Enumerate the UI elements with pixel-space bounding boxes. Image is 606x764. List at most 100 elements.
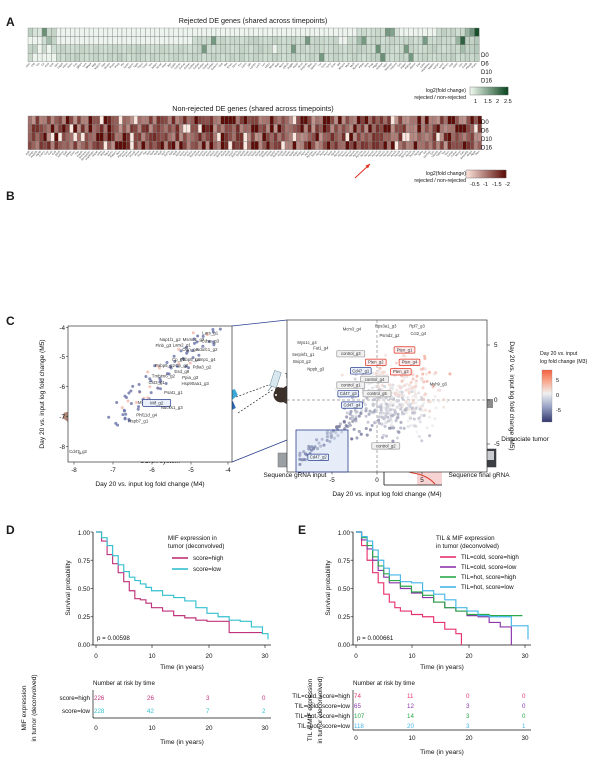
svg-text:Ctsk: Ctsk [49,62,55,68]
svg-text:Ogn_g4: Ogn_g4 [182,347,198,352]
d-legend-title-1: MIF expression in [168,535,217,542]
svg-text:Gsn: Gsn [73,62,79,68]
zoom-region-box [295,429,349,473]
svg-text:Hspa8: Hspa8 [92,150,99,158]
svg-text:Psmd2_g2: Psmd2_g2 [379,333,400,338]
d-risk-0-1: 26 [147,695,154,702]
svg-text:Rpl30: Rpl30 [243,150,250,157]
d-ytick-0: 1.00 [78,530,91,537]
d-pvalue: p = 0.00598 [97,635,130,642]
svg-text:Myh9_g3: Myh9_g3 [430,382,448,387]
svg-text:Clu: Clu [36,62,41,67]
svg-text:Tnc: Tnc [317,62,323,68]
svg-text:Myl6: Myl6 [345,62,351,68]
d-risk-1-2: 7 [206,708,210,715]
svg-text:Cd47_g1: Cd47_g1 [352,368,370,373]
svg-text:Sdc2: Sdc2 [382,62,388,69]
svg-text:Pdia3_g2: Pdia3_g2 [193,364,212,369]
e-risk-0-0: 74 [354,693,361,700]
svg-text:Dpt: Dpt [224,62,229,67]
svg-text:control_g3: control_g3 [341,351,361,356]
svg-text:Rpl31: Rpl31 [247,150,254,157]
e-risk-side-1: TIL & MIF expression [307,678,314,741]
svg-text:Rpl27: Rpl27 [228,150,235,157]
d-risk-xtick-0: 0 [94,725,98,732]
svg-text:Colec12: Colec12 [211,62,220,71]
svg-text:Tpm1: Tpm1 [321,62,328,69]
svg-text:Rps19: Rps19 [371,150,378,158]
heatmap2-row-label-d6: D6 [481,129,489,135]
sequence-grna-input-label: Sequence gRNA input [264,472,327,479]
d-ytick-1: 0.75 [78,558,91,565]
cright-ylabel: Day 20 vs. input log fold change (M5) [508,341,515,450]
e-risk-3-1: 20 [407,723,414,730]
svg-text:Fabp5_g2: Fabp5_g2 [155,363,175,368]
e-xtick-1: 10 [408,653,416,660]
svg-text:Sdha: Sdha [418,150,425,157]
svg-text:Tpt1: Tpt1 [397,62,403,68]
svg-text:Rps28: Rps28 [405,150,412,158]
svg-text:Rpl12: Rpl12 [183,150,190,157]
svg-text:Mcm3: Mcm3 [455,150,462,158]
e-xtick-2: 20 [465,653,473,660]
svg-text:control_g4: control_g4 [365,377,385,382]
heatmap-row-label-d6: D6 [481,62,489,68]
e-risk-xtick-2: 20 [465,735,473,742]
svg-text:Rpl7_g3: Rpl7_g3 [409,324,425,329]
e-risk-xtick-0: 0 [354,735,358,742]
svg-text:Eno1: Eno1 [70,150,77,157]
cright-xtick-2: 5 [420,477,424,484]
svg-text:Serpinf1_g1: Serpinf1_g1 [292,352,315,357]
svg-text:Fbln1: Fbln1 [62,62,69,69]
svg-text:Ltbp2: Ltbp2 [264,62,271,69]
svg-text:Rpl5: Rpl5 [153,150,159,156]
panel-c-letter: C [6,314,15,328]
legend-tick-1: 1 [474,99,477,105]
svg-text:Col5a2: Col5a2 [193,62,201,70]
svg-text:Rps24: Rps24 [386,150,393,158]
e-legend-label-3: TIL=hot, score=low [461,584,514,591]
e-xtick-3: 30 [521,653,529,660]
panel-a-bottom-legend: log2(fold change) rejected / non-rejecte… [414,169,510,188]
svg-text:Pten_g1: Pten_g1 [397,347,413,352]
svg-text:Rpl37: Rpl37 [270,150,277,157]
svg-text:Ppia: Ppia [364,62,370,68]
e-risk-2-2: 3 [466,713,470,720]
svg-text:Rpl4: Rpl4 [150,150,156,156]
svg-text:Lox: Lox [261,62,266,68]
svg-text:Nppb_g3: Nppb_g3 [307,366,325,371]
svg-text:Ptgds: Ptgds [372,62,379,69]
cbar-tick-5: 5 [556,378,559,384]
svg-text:Rpl29: Rpl29 [239,150,246,157]
e-ytick-1: 0.75 [338,558,351,565]
cright-xtick-1: 0 [375,477,379,484]
svg-text:Gapdh: Gapdh [76,150,84,158]
svg-text:Rps29: Rps29 [409,150,416,158]
d-risk-xlabel: Time (in years) [160,739,204,746]
svg-text:control_g1: control_g1 [341,383,361,388]
e-risk-xlabel: Time (in years) [420,749,464,756]
svg-text:Lars_g1: Lars_g1 [202,330,218,335]
panel-d-letter: D [6,523,15,537]
cleft-ytick-0: -4 [59,325,65,332]
svg-text:Igf1: Igf1 [247,62,252,68]
svg-text:Ran: Ran [143,150,149,156]
svg-text:Rpl10: Rpl10 [175,150,182,157]
heatmap-row-label-d10: D10 [481,70,493,76]
svg-text:Nucks1_g3: Nucks1_g3 [161,405,184,410]
e-ytick-4: 0.00 [338,642,351,649]
svg-text:Hnrnpa2b1: Hnrnpa2b1 [81,150,92,162]
svg-text:Rpl11: Rpl11 [179,150,186,157]
cleft-ytick-2: -6 [59,384,65,391]
e-risk-row-label-3: TIL=hot, score=low [297,723,350,730]
svg-text:Tubb5: Tubb5 [436,150,443,158]
svg-text:Nnmt: Nnmt [279,62,285,69]
svg-text:Rps7: Rps7 [323,150,330,157]
svg-text:Serping1: Serping1 [384,62,393,72]
panel-a-top-title: Rejected DE genes (shared across timepoi… [178,16,328,25]
e-risk-xtick-3: 30 [521,735,529,742]
e-risk-title: Number at risk by time [353,680,415,687]
svg-text:Lars2_g1: Lars2_g1 [173,343,192,348]
d-xtick-1: 10 [148,653,156,660]
